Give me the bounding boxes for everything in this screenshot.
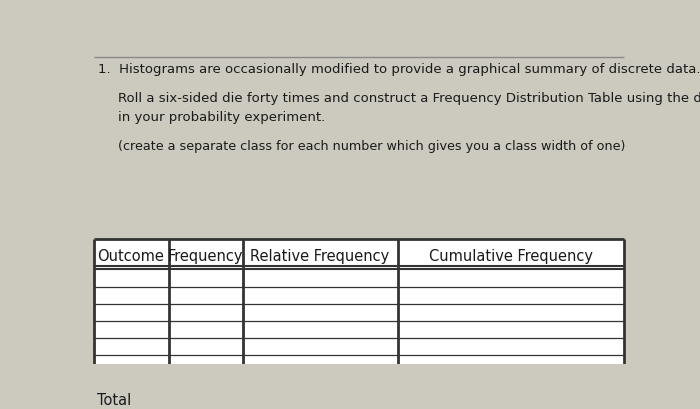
Text: Relative Frequency: Relative Frequency — [251, 248, 390, 263]
Text: Roll a six-sided die forty times and construct a Frequency Distribution Table us: Roll a six-sided die forty times and con… — [118, 91, 700, 104]
Text: Total: Total — [97, 392, 131, 407]
FancyBboxPatch shape — [94, 240, 624, 392]
Text: Cumulative Frequency: Cumulative Frequency — [428, 248, 593, 263]
Text: 1.  Histograms are occasionally modified to provide a graphical summary of discr: 1. Histograms are occasionally modified … — [98, 63, 700, 76]
Text: Outcome: Outcome — [97, 248, 164, 263]
Text: Frequency: Frequency — [167, 248, 243, 263]
Text: in your probability experiment.: in your probability experiment. — [118, 110, 326, 124]
Text: (create a separate class for each number which gives you a class width of one): (create a separate class for each number… — [118, 140, 626, 153]
